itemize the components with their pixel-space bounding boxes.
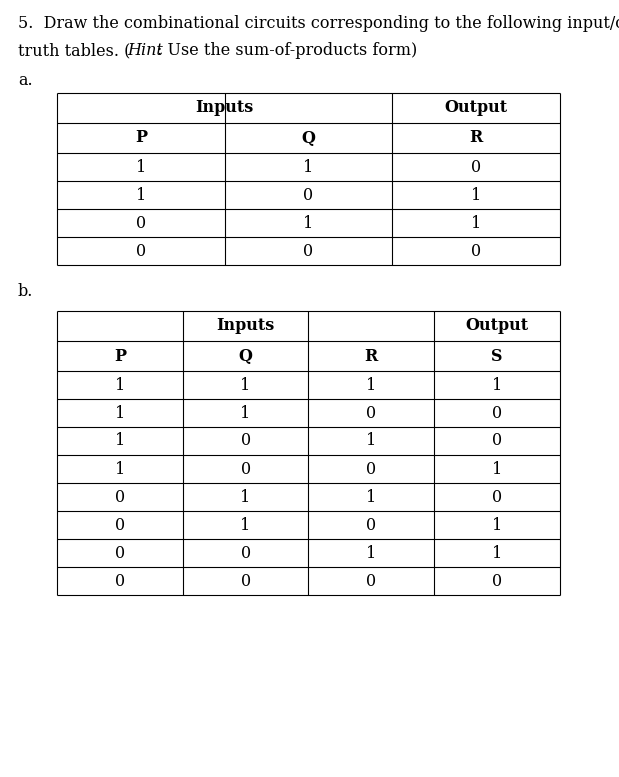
Text: 1: 1	[115, 405, 125, 421]
Text: b.: b.	[18, 283, 33, 300]
Text: Inputs: Inputs	[217, 318, 275, 335]
Text: 1: 1	[366, 377, 376, 393]
Text: 0: 0	[366, 573, 376, 590]
Text: 1: 1	[492, 377, 502, 393]
Text: Q: Q	[301, 130, 316, 147]
Text: 1: 1	[241, 405, 251, 421]
Text: P: P	[135, 130, 147, 147]
Text: 1: 1	[241, 377, 251, 393]
Text: 1: 1	[136, 186, 146, 204]
Text: 0: 0	[136, 214, 146, 232]
Text: 1: 1	[492, 517, 502, 534]
Text: 0: 0	[366, 461, 376, 478]
Text: 1: 1	[136, 159, 146, 176]
Text: 1: 1	[241, 489, 251, 506]
Text: R: R	[365, 347, 378, 364]
Text: 1: 1	[366, 433, 376, 450]
Text: 1: 1	[471, 186, 482, 204]
Text: Inputs: Inputs	[196, 99, 254, 117]
Text: R: R	[470, 130, 483, 147]
Text: 0: 0	[241, 545, 251, 562]
Text: 0: 0	[241, 461, 251, 478]
Text: 1: 1	[303, 159, 314, 176]
Text: truth tables. (: truth tables. (	[18, 42, 131, 59]
Text: 0: 0	[136, 242, 146, 260]
Text: : Use the sum-of-products form): : Use the sum-of-products form)	[157, 42, 417, 59]
Text: 0: 0	[492, 433, 502, 450]
Text: 0: 0	[115, 573, 125, 590]
Text: 1: 1	[492, 545, 502, 562]
Text: 0: 0	[492, 489, 502, 506]
Text: Output: Output	[465, 318, 529, 335]
Text: 0: 0	[115, 545, 125, 562]
Text: 0: 0	[115, 517, 125, 534]
Text: Output: Output	[444, 99, 508, 117]
Text: 0: 0	[366, 405, 376, 421]
Text: 0: 0	[492, 573, 502, 590]
Text: a.: a.	[18, 72, 33, 89]
Text: 1: 1	[471, 214, 482, 232]
Text: 0: 0	[241, 433, 251, 450]
Text: 1: 1	[115, 461, 125, 478]
Text: 0: 0	[241, 573, 251, 590]
Text: 1: 1	[115, 433, 125, 450]
Text: Q: Q	[239, 347, 253, 364]
Text: 1: 1	[241, 517, 251, 534]
Text: 0: 0	[303, 186, 314, 204]
Text: 1: 1	[366, 489, 376, 506]
Text: Hint: Hint	[128, 42, 163, 59]
Text: 0: 0	[115, 489, 125, 506]
Text: 0: 0	[492, 405, 502, 421]
Text: 1: 1	[366, 545, 376, 562]
Text: 1: 1	[115, 377, 125, 393]
Text: 0: 0	[471, 242, 481, 260]
Text: P: P	[114, 347, 126, 364]
Text: 0: 0	[366, 517, 376, 534]
Text: 1: 1	[492, 461, 502, 478]
Text: 0: 0	[471, 159, 481, 176]
Text: S: S	[491, 347, 503, 364]
Text: 1: 1	[303, 214, 314, 232]
Text: 0: 0	[303, 242, 314, 260]
Text: 5.  Draw the combinational circuits corresponding to the following input/output: 5. Draw the combinational circuits corre…	[18, 15, 619, 32]
